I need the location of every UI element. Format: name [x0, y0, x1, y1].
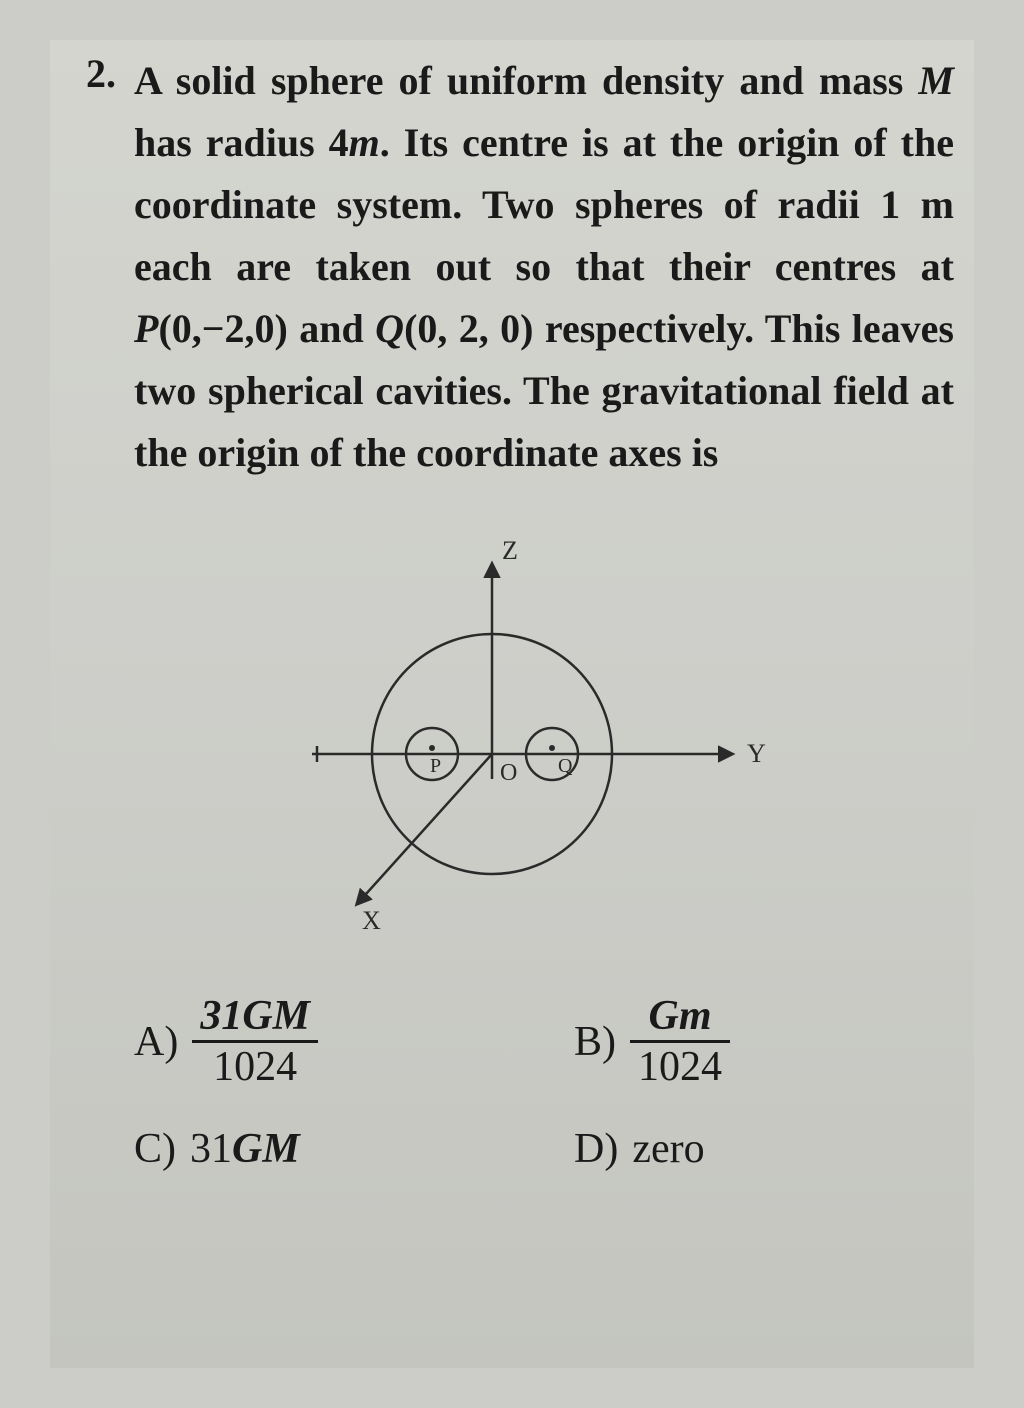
question-text: A solid sphere of uniform density and ma… [134, 50, 954, 484]
fraction-bar [630, 1040, 730, 1043]
coord-P: (0,−2,0) [158, 306, 287, 351]
option-A-label: A) [134, 1018, 178, 1066]
fraction-bar [192, 1040, 318, 1043]
option-D-text: zero [632, 1125, 704, 1173]
unit-m: m [349, 120, 380, 165]
diagram-container: Y Z X O P Q [70, 524, 954, 944]
option-A: A) 31GM 1024 [134, 994, 514, 1089]
svg-text:Q: Q [558, 755, 573, 777]
option-D: D) zero [574, 1125, 954, 1173]
option-A-den: 1024 [205, 1045, 305, 1089]
text: has radius 4 [134, 120, 349, 165]
option-B-label: B) [574, 1018, 616, 1066]
text: A solid sphere of uniform density and ma… [134, 58, 918, 103]
option-C: C) 31GM [134, 1125, 514, 1173]
option-C-label: C) [134, 1125, 176, 1173]
var-Q: Q [375, 306, 404, 351]
text: and [288, 306, 375, 351]
question-number: 2. [70, 50, 116, 484]
question-block: 2. A solid sphere of uniform density and… [70, 50, 954, 484]
option-A-fraction: 31GM 1024 [192, 994, 318, 1089]
var-P: P [134, 306, 158, 351]
option-A-num: 31GM [200, 993, 310, 1039]
option-B: B) Gm 1024 [574, 994, 954, 1089]
svg-text:Z: Z [502, 536, 518, 565]
sphere-diagram: Y Z X O P Q [252, 524, 772, 944]
options-grid: A) 31GM 1024 B) Gm 1024 C) 31GM D) zero [70, 994, 954, 1173]
svg-text:Y: Y [747, 739, 766, 768]
svg-text:P: P [430, 755, 441, 777]
option-B-den: 1024 [630, 1045, 730, 1089]
var-M: M [918, 58, 954, 103]
coord-Q: (0, 2, 0) [404, 306, 533, 351]
option-D-label: D) [574, 1125, 618, 1173]
option-C-text: 31GM [190, 1125, 300, 1173]
option-B-num: Gm [649, 993, 712, 1039]
svg-text:X: X [362, 906, 381, 935]
svg-text:O: O [500, 760, 517, 786]
option-B-fraction: Gm 1024 [630, 994, 730, 1089]
